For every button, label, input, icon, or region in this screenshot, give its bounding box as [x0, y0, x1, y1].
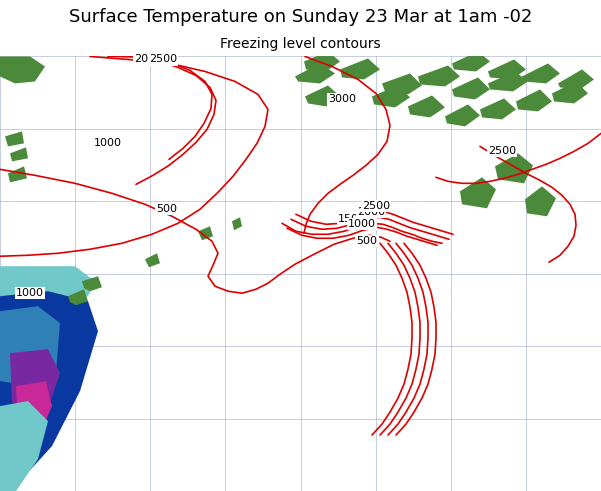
- Polygon shape: [16, 381, 52, 429]
- Polygon shape: [495, 153, 533, 183]
- Polygon shape: [488, 72, 528, 91]
- Text: 3000: 3000: [328, 94, 356, 105]
- Text: 1000: 1000: [348, 219, 376, 229]
- Text: 500: 500: [156, 204, 177, 214]
- Polygon shape: [10, 147, 28, 162]
- Polygon shape: [0, 401, 48, 491]
- Polygon shape: [516, 89, 552, 111]
- Text: 500: 500: [356, 236, 377, 246]
- Polygon shape: [0, 291, 98, 491]
- Polygon shape: [10, 349, 60, 409]
- Polygon shape: [452, 78, 490, 99]
- Polygon shape: [295, 63, 335, 83]
- Polygon shape: [445, 105, 480, 126]
- Polygon shape: [82, 276, 102, 291]
- Polygon shape: [145, 253, 160, 267]
- Polygon shape: [460, 177, 496, 208]
- Text: 2000: 2000: [357, 207, 385, 218]
- Polygon shape: [0, 56, 45, 83]
- Text: 2500: 2500: [362, 201, 390, 211]
- Polygon shape: [552, 82, 588, 104]
- Text: 1000: 1000: [16, 288, 44, 298]
- Polygon shape: [522, 63, 560, 83]
- Text: 2500: 2500: [149, 55, 177, 64]
- Polygon shape: [382, 74, 422, 94]
- Polygon shape: [452, 52, 490, 72]
- Polygon shape: [525, 186, 556, 217]
- Polygon shape: [418, 65, 460, 86]
- Text: Surface Temperature on Sunday 23 Mar at 1am -02: Surface Temperature on Sunday 23 Mar at …: [69, 8, 532, 26]
- Polygon shape: [304, 52, 340, 72]
- Polygon shape: [408, 95, 445, 117]
- Polygon shape: [8, 166, 27, 182]
- Polygon shape: [232, 218, 242, 230]
- Text: 2000: 2000: [134, 55, 162, 64]
- Polygon shape: [5, 132, 24, 146]
- Text: Freezing level contours: Freezing level contours: [220, 37, 381, 51]
- Polygon shape: [0, 306, 60, 386]
- Text: 1500: 1500: [338, 214, 366, 224]
- Polygon shape: [68, 289, 88, 305]
- Polygon shape: [558, 69, 594, 89]
- Polygon shape: [372, 85, 410, 108]
- Polygon shape: [480, 98, 516, 119]
- Text: 2500: 2500: [488, 146, 516, 156]
- Polygon shape: [488, 59, 526, 80]
- Text: 1000: 1000: [94, 138, 122, 148]
- Polygon shape: [305, 85, 340, 107]
- Polygon shape: [198, 226, 213, 240]
- Polygon shape: [0, 266, 95, 306]
- Polygon shape: [340, 58, 380, 80]
